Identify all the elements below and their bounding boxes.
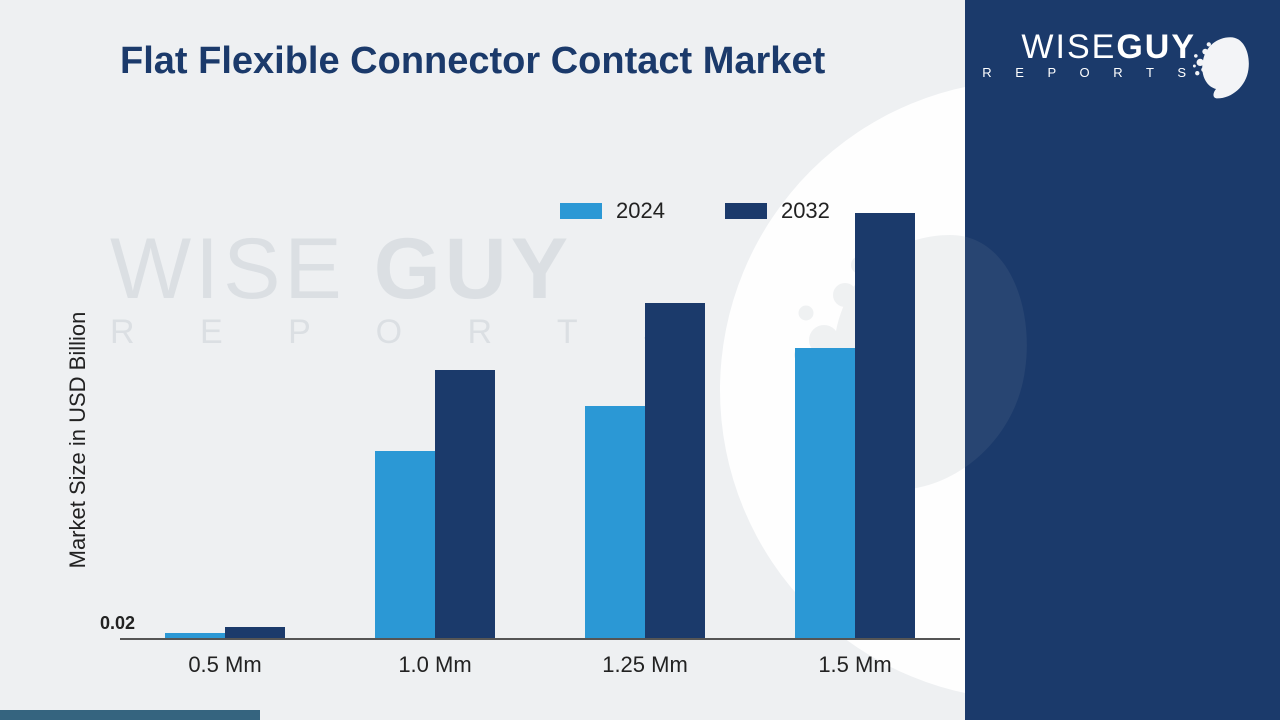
- canvas: Flat Flexible Connector Contact Market W…: [0, 0, 1280, 720]
- bar-groups: 0.02: [120, 190, 960, 640]
- bar-2024: [795, 348, 855, 641]
- footer-accent-bar: [0, 710, 260, 720]
- bar-group: [780, 190, 930, 640]
- brand-subtext: R E P O R T S: [982, 65, 1248, 80]
- brand-word-2: GUY: [1116, 28, 1196, 66]
- right-panel: [965, 0, 1280, 720]
- brand-logo: WISEGUY R E P O R T S: [982, 28, 1248, 80]
- bar-2032: [435, 370, 495, 640]
- brand-word-1: WISE: [1021, 28, 1116, 66]
- bar-2024: [585, 406, 645, 640]
- x-tick-label: 0.5 Mm: [150, 652, 300, 678]
- bar-2024: [375, 451, 435, 640]
- x-tick-label: 1.5 Mm: [780, 652, 930, 678]
- bar-value-label: 0.02: [100, 613, 135, 634]
- y-axis-label: Market Size in USD Billion: [65, 312, 91, 569]
- bar-2032: [855, 213, 915, 641]
- bar-group: 0.02: [150, 190, 300, 640]
- chart-title: Flat Flexible Connector Contact Market: [120, 40, 860, 84]
- chart: Market Size in USD Billion 0.02 0.5 Mm 1.…: [60, 190, 960, 690]
- plot-area: 0.02: [120, 190, 960, 640]
- bar-2032: [645, 303, 705, 641]
- bar-group: [360, 190, 510, 640]
- brand-text: WISEGUY: [982, 28, 1248, 67]
- x-tick-label: 1.25 Mm: [570, 652, 720, 678]
- x-axis-labels: 0.5 Mm 1.0 Mm 1.25 Mm 1.5 Mm: [120, 652, 960, 678]
- x-tick-label: 1.0 Mm: [360, 652, 510, 678]
- bar-group: [570, 190, 720, 640]
- x-axis-baseline: [120, 638, 960, 640]
